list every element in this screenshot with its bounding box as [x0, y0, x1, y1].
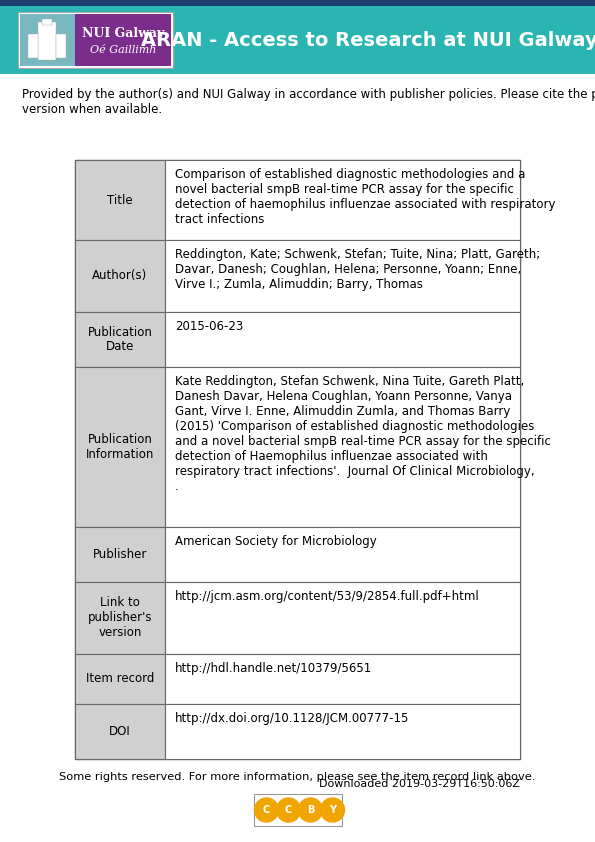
Text: ARAN - Access to Research at NUI Galway: ARAN - Access to Research at NUI Galway	[140, 30, 595, 50]
Bar	[38, 22, 56, 60]
Bar	[18, 12, 173, 68]
Text: Oé Gaillimh: Oé Gaillimh	[90, 45, 156, 55]
Bar	[0, 6, 595, 74]
Text: 2015-06-23: 2015-06-23	[175, 320, 243, 333]
Bar	[75, 14, 171, 66]
Text: Reddington, Kate; Schwenk, Stefan; Tuite, Nina; Platt, Gareth;
Davar, Danesh; Co: Reddington, Kate; Schwenk, Stefan; Tuite…	[175, 248, 540, 291]
Text: Link to
publisher's
version: Link to publisher's version	[87, 596, 152, 640]
Bar	[0, 0, 595, 6]
Bar	[75, 654, 165, 704]
Circle shape	[321, 798, 345, 822]
Circle shape	[277, 798, 300, 822]
Text: Publication
Date: Publication Date	[87, 326, 152, 354]
Text: Kate Reddington, Stefan Schwenk, Nina Tuite, Gareth Platt,
Danesh Davar, Helena : Kate Reddington, Stefan Schwenk, Nina Tu…	[175, 375, 551, 493]
Text: http://dx.doi.org/10.1128/JCM.00777-15: http://dx.doi.org/10.1128/JCM.00777-15	[175, 712, 409, 725]
Text: Y: Y	[329, 805, 336, 815]
Bar	[75, 704, 165, 759]
Text: NUI Galway: NUI Galway	[82, 27, 164, 40]
Bar	[253, 794, 342, 826]
Bar	[165, 704, 520, 759]
Text: http://jcm.asm.org/content/53/9/2854.full.pdf+html: http://jcm.asm.org/content/53/9/2854.ful…	[175, 590, 480, 603]
Bar	[75, 582, 165, 654]
Text: DOI: DOI	[109, 725, 131, 738]
Bar	[75, 312, 165, 367]
Bar	[28, 34, 38, 58]
Circle shape	[299, 798, 322, 822]
Text: Provided by the author(s) and NUI Galway in accordance with publisher policies. : Provided by the author(s) and NUI Galway…	[22, 88, 595, 116]
Text: Publication
Information: Publication Information	[86, 433, 154, 461]
Text: C: C	[263, 805, 270, 815]
Text: Downloaded 2019-03-29T16:50:06Z: Downloaded 2019-03-29T16:50:06Z	[319, 779, 520, 789]
Bar	[165, 160, 520, 240]
Bar	[42, 19, 52, 25]
Bar	[75, 160, 165, 240]
Bar	[165, 582, 520, 654]
Bar	[56, 34, 66, 58]
Bar	[75, 160, 520, 759]
Bar	[165, 312, 520, 367]
Circle shape	[255, 798, 278, 822]
Bar	[75, 240, 165, 312]
Text: B: B	[307, 805, 314, 815]
Text: American Society for Microbiology: American Society for Microbiology	[175, 535, 377, 548]
Bar	[165, 654, 520, 704]
Bar	[75, 367, 165, 527]
Text: Comparison of established diagnostic methodologies and a
novel bacterial smpB re: Comparison of established diagnostic met…	[175, 168, 556, 226]
Text: Author(s): Author(s)	[92, 269, 148, 283]
Text: Some rights reserved. For more information, please see the item record link abov: Some rights reserved. For more informati…	[60, 772, 536, 782]
Text: Item record: Item record	[86, 673, 154, 685]
Bar	[165, 527, 520, 582]
Text: http://hdl.handle.net/10379/5651: http://hdl.handle.net/10379/5651	[175, 662, 372, 675]
Text: C: C	[285, 805, 292, 815]
Bar	[165, 240, 520, 312]
Text: Publisher: Publisher	[93, 548, 147, 561]
Bar	[165, 367, 520, 527]
Bar	[75, 527, 165, 582]
Text: Title: Title	[107, 194, 133, 206]
Bar	[20, 14, 75, 66]
